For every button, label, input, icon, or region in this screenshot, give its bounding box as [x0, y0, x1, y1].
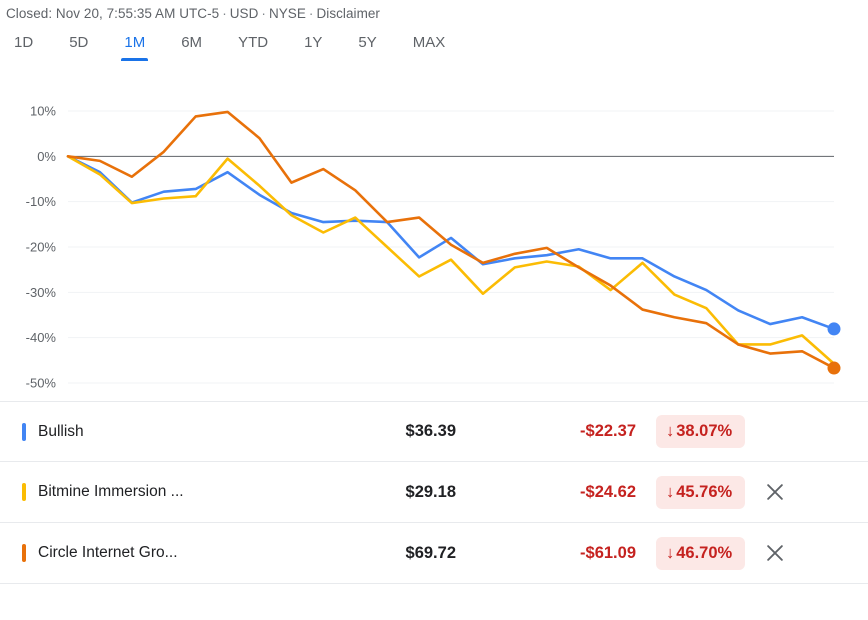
y-axis-label: 0% — [37, 149, 56, 164]
remove-ticker-cell[interactable] — [745, 481, 805, 503]
chart-canvas[interactable]: 10%0%-10%-20%-30%-40%-50%Oct 27Nov 3Nov … — [0, 61, 868, 401]
series-end-marker-0 — [827, 322, 841, 336]
ticker-name[interactable]: Bitmine Immersion ... — [38, 483, 184, 500]
series-color-swatch — [22, 422, 26, 441]
remove-ticker-cell[interactable] — [745, 542, 805, 564]
legend-row[interactable]: Bullish $36.39 -$22.37 ↓ 38.07% — [0, 401, 868, 462]
ticker-change-percent: 38.07% — [676, 422, 733, 440]
y-axis-label: -30% — [26, 285, 57, 300]
ticker-change-percent: 46.70% — [676, 543, 733, 562]
series-line-0 — [66, 155, 836, 331]
range-tab-bar: 1D 5D 1M 6M YTD 1Y 5Y MAX — [0, 21, 868, 61]
series-line-2 — [66, 110, 836, 370]
y-axis-label: -40% — [26, 330, 57, 345]
ticker-price: $69.72 — [405, 543, 456, 562]
ticker-change-percent: 45.76% — [676, 482, 733, 501]
range-tab-1d[interactable]: 1D — [14, 34, 34, 51]
series-line-1 — [66, 155, 836, 366]
ticker-price: $36.39 — [405, 422, 456, 440]
series-color-swatch — [22, 544, 26, 562]
disclaimer-link[interactable]: Disclaimer — [316, 6, 380, 21]
price-chart[interactable]: 10%0%-10%-20%-30%-40%-50%Oct 27Nov 3Nov … — [0, 61, 868, 401]
series-color-swatch — [22, 483, 26, 501]
range-tab-1y[interactable]: 1Y — [304, 34, 323, 51]
status-separator-2: · — [261, 6, 266, 21]
series-end-marker-2 — [827, 361, 841, 375]
y-axis-label: -10% — [26, 194, 57, 209]
ticker-change-percent-badge: ↓ 38.07% — [656, 415, 746, 448]
arrow-down-icon: ↓ — [666, 422, 675, 440]
ticker-change-absolute: -$22.37 — [580, 422, 636, 440]
ticker-name[interactable]: Bullish — [38, 422, 84, 440]
ticker-change-percent-badge: ↓ 45.76% — [656, 475, 746, 509]
y-axis-label: 10% — [30, 104, 56, 119]
y-axis-label: -20% — [26, 240, 57, 255]
range-tab-max[interactable]: MAX — [412, 34, 446, 51]
exchange-label: NYSE — [268, 6, 306, 21]
ticker-name[interactable]: Circle Internet Gro... — [38, 544, 178, 561]
arrow-down-icon: ↓ — [666, 543, 675, 562]
market-status-bar: Closed: Nov 20, 7:55:35 AM UTC-5 · USD · NYS… — [0, 0, 868, 21]
range-tab-5y[interactable]: 5Y — [358, 34, 377, 51]
ticker-price: $29.18 — [405, 482, 456, 501]
arrow-down-icon: ↓ — [666, 482, 675, 501]
range-tab-6m[interactable]: 6M — [181, 34, 203, 51]
ticker-change-absolute: -$24.62 — [580, 482, 636, 501]
ticker-legend-list: Bullish $36.39 -$22.37 ↓ 38.07% Bitmine Immer… — [0, 401, 868, 584]
range-tab-5d[interactable]: 5D — [69, 34, 89, 51]
status-separator-1: · — [222, 6, 227, 21]
ticker-change-absolute: -$61.09 — [580, 543, 636, 562]
legend-row[interactable]: Bitmine Immersion ... $29.18 -$24.62 ↓ 45.76… — [0, 462, 868, 523]
status-separator-3: · — [308, 6, 314, 21]
market-status-text: Closed: Nov 20, 7:55:35 AM UTC-5 — [6, 6, 220, 21]
y-axis-label: -50% — [26, 376, 57, 391]
range-tab-ytd[interactable]: YTD — [238, 34, 269, 51]
ticker-change-percent-badge: ↓ 46.70% — [656, 536, 746, 570]
legend-row[interactable]: Circle Internet Gro... $69.72 -$61.09 ↓ 46.7… — [0, 523, 868, 584]
currency-label: USD — [229, 6, 259, 21]
close-icon[interactable] — [764, 542, 786, 564]
range-tab-1m[interactable]: 1M — [121, 34, 149, 61]
close-icon[interactable] — [764, 481, 786, 503]
